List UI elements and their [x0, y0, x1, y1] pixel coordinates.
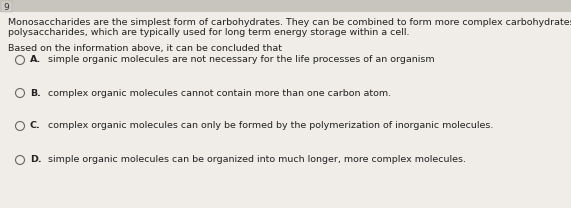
- Text: D.: D.: [30, 156, 42, 165]
- Text: simple organic molecules can be organized into much longer, more complex molecul: simple organic molecules can be organize…: [48, 156, 466, 165]
- Text: complex organic molecules can only be formed by the polymerization of inorganic : complex organic molecules can only be fo…: [48, 121, 493, 130]
- Text: A.: A.: [30, 56, 41, 64]
- Text: complex organic molecules cannot contain more than one carbon atom.: complex organic molecules cannot contain…: [48, 88, 391, 98]
- Text: polysaccharides, which are typically used for long term energy storage within a : polysaccharides, which are typically use…: [8, 28, 409, 37]
- Text: B.: B.: [30, 88, 41, 98]
- Text: simple organic molecules are not necessary for the life processes of an organism: simple organic molecules are not necessa…: [48, 56, 435, 64]
- Text: Based on the information above, it can be concluded that: Based on the information above, it can b…: [8, 44, 282, 53]
- Text: 9: 9: [3, 2, 9, 11]
- Bar: [1, 1, 12, 12]
- Text: Monosaccharides are the simplest form of carbohydrates. They can be combined to : Monosaccharides are the simplest form of…: [8, 18, 571, 27]
- Bar: [0, 0, 571, 12]
- Text: C.: C.: [30, 121, 41, 130]
